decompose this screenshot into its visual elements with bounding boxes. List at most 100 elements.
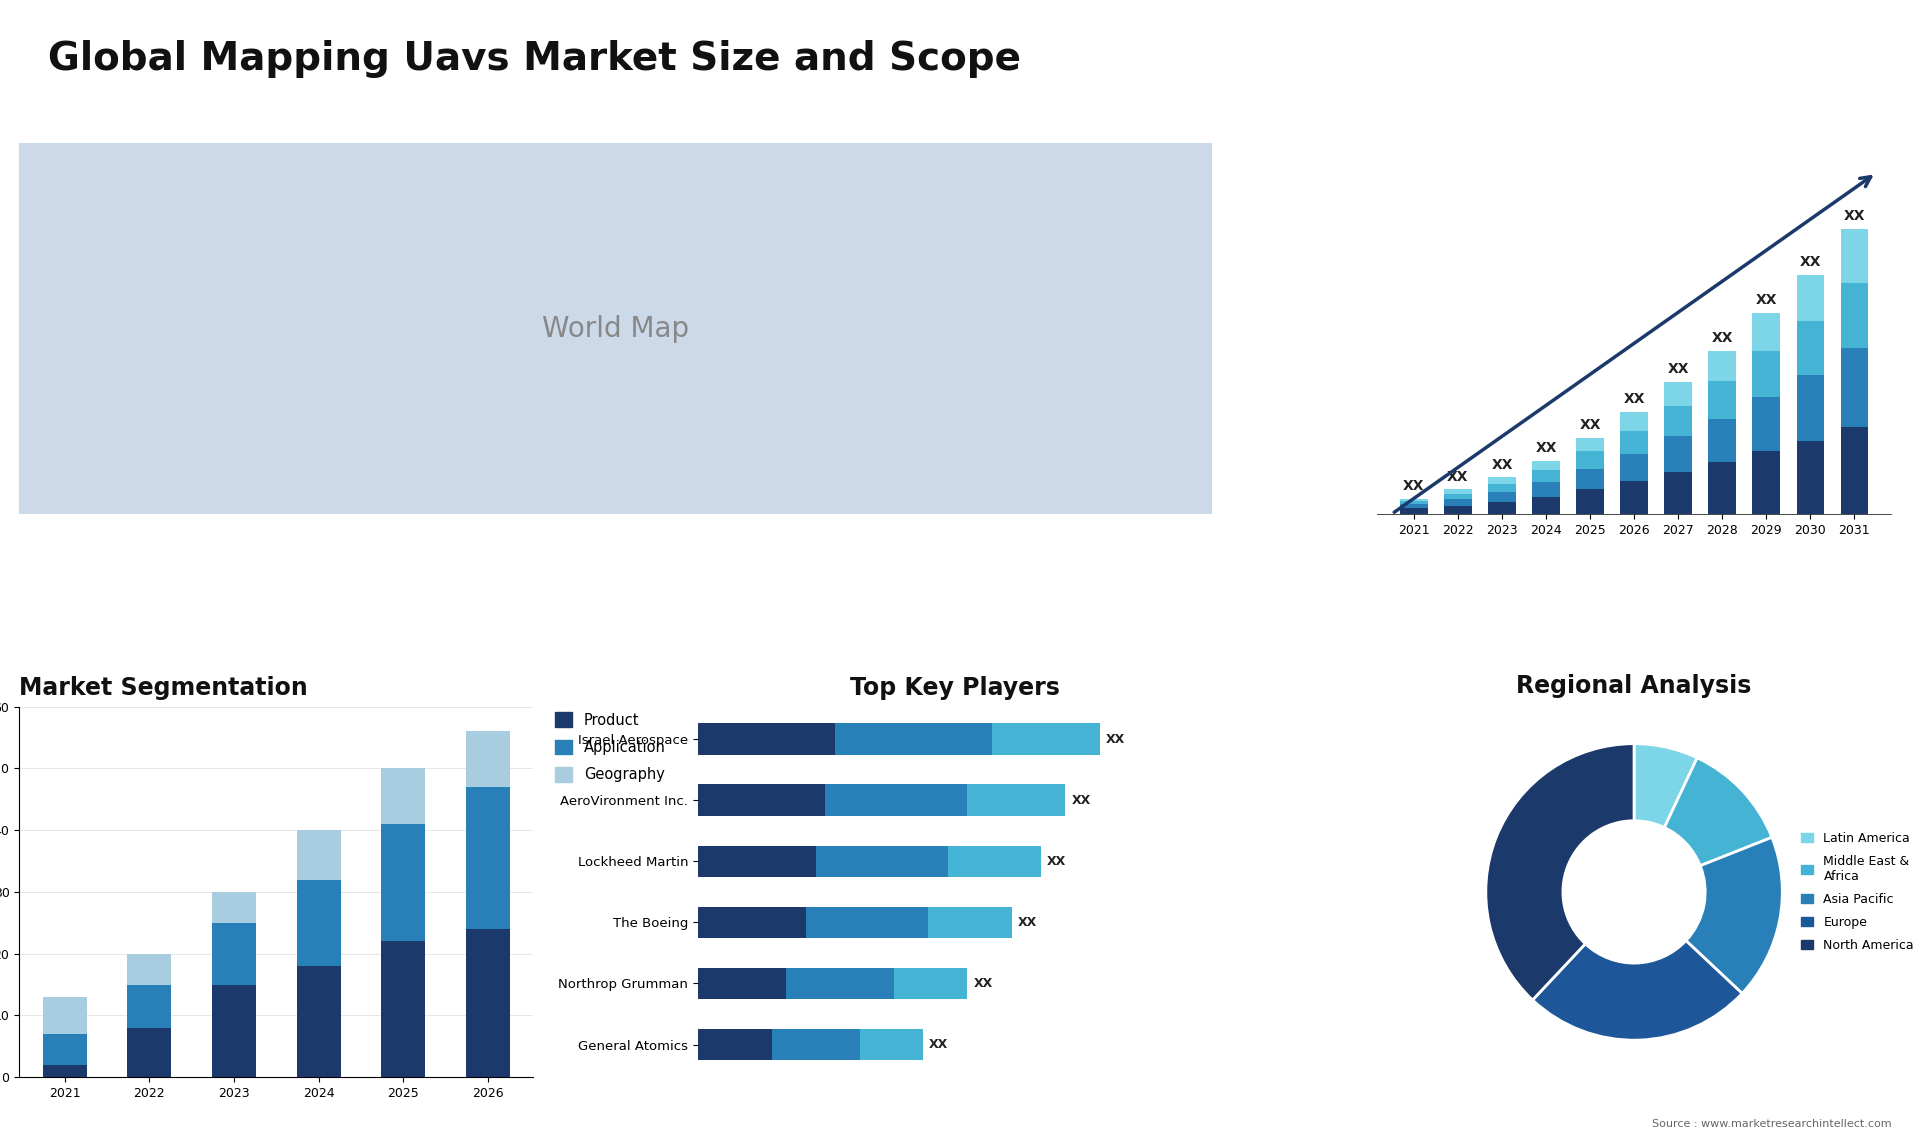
- Bar: [1620, 454, 1647, 481]
- Bar: [1841, 229, 1868, 283]
- Bar: [1753, 398, 1780, 452]
- Text: World Map: World Map: [541, 314, 689, 343]
- Bar: [298, 966, 340, 1077]
- Wedge shape: [1486, 744, 1634, 1000]
- Bar: [1488, 484, 1515, 492]
- Text: XX: XX: [929, 1038, 948, 1051]
- Legend: Latin America, Middle East &
Africa, Asia Pacific, Europe, North America: Latin America, Middle East & Africa, Asi…: [1795, 827, 1920, 957]
- Bar: [1709, 418, 1736, 462]
- Bar: [1665, 407, 1692, 437]
- Bar: [1665, 382, 1692, 407]
- Bar: [1620, 481, 1647, 513]
- Text: Global Mapping Uavs Market Size and Scope: Global Mapping Uavs Market Size and Scop…: [48, 40, 1021, 78]
- Wedge shape: [1665, 758, 1772, 865]
- Bar: [1620, 411, 1647, 431]
- Text: XX: XX: [1046, 855, 1066, 868]
- Bar: [699, 1029, 772, 1060]
- Bar: [948, 846, 1041, 878]
- Bar: [1797, 275, 1824, 321]
- Title: Top Key Players: Top Key Players: [851, 676, 1060, 700]
- Bar: [1797, 376, 1824, 440]
- Bar: [1400, 501, 1428, 504]
- Bar: [927, 906, 1012, 939]
- Bar: [467, 731, 511, 787]
- Text: XX: XX: [1622, 392, 1645, 406]
- Bar: [382, 824, 426, 941]
- Bar: [42, 1034, 86, 1065]
- Text: XX: XX: [1755, 293, 1776, 307]
- Text: Market Segmentation: Market Segmentation: [19, 676, 307, 700]
- Legend: Product, Application, Geography: Product, Application, Geography: [549, 707, 672, 787]
- Text: XX: XX: [1580, 418, 1601, 432]
- Bar: [1709, 462, 1736, 513]
- Bar: [1444, 505, 1471, 513]
- Title: Regional Analysis: Regional Analysis: [1517, 674, 1751, 698]
- Bar: [127, 984, 171, 1028]
- Bar: [826, 785, 968, 816]
- Bar: [772, 1029, 860, 1060]
- Bar: [993, 723, 1100, 755]
- Bar: [127, 953, 171, 984]
- Bar: [860, 1029, 924, 1060]
- Bar: [42, 1065, 86, 1077]
- Bar: [699, 967, 785, 999]
- Text: XX: XX: [1711, 331, 1734, 345]
- Bar: [211, 923, 255, 984]
- Bar: [785, 967, 895, 999]
- Bar: [1444, 489, 1471, 494]
- Bar: [1488, 502, 1515, 513]
- Bar: [1665, 471, 1692, 513]
- Bar: [42, 997, 86, 1034]
- Bar: [1709, 380, 1736, 418]
- Bar: [699, 846, 816, 878]
- Text: XX: XX: [1843, 210, 1864, 223]
- Bar: [1400, 509, 1428, 513]
- Wedge shape: [1634, 744, 1697, 827]
- Bar: [1488, 478, 1515, 484]
- Text: XX: XX: [1071, 794, 1091, 807]
- Text: XX: XX: [1018, 916, 1037, 929]
- Bar: [1444, 500, 1471, 505]
- Wedge shape: [1532, 941, 1741, 1041]
- Bar: [1400, 504, 1428, 509]
- Text: XX: XX: [973, 978, 993, 990]
- Bar: [1532, 482, 1559, 496]
- Text: XX: XX: [1536, 441, 1557, 455]
- Bar: [1444, 494, 1471, 500]
- Text: XX: XX: [1448, 470, 1469, 484]
- Bar: [467, 787, 511, 929]
- Bar: [1797, 321, 1824, 376]
- Bar: [1532, 496, 1559, 513]
- Bar: [1797, 440, 1824, 513]
- Bar: [699, 723, 835, 755]
- Bar: [1488, 492, 1515, 502]
- Bar: [1753, 351, 1780, 398]
- Bar: [699, 785, 826, 816]
- Bar: [1576, 438, 1603, 452]
- Bar: [1576, 469, 1603, 489]
- Bar: [835, 723, 993, 755]
- Text: XX: XX: [1106, 732, 1125, 746]
- Bar: [1841, 348, 1868, 427]
- Bar: [1753, 452, 1780, 513]
- Bar: [211, 892, 255, 923]
- Bar: [1576, 489, 1603, 513]
- Text: XX: XX: [1799, 256, 1820, 269]
- Bar: [895, 967, 968, 999]
- Bar: [1709, 351, 1736, 380]
- Bar: [1532, 471, 1559, 482]
- Bar: [1620, 431, 1647, 454]
- Text: XX: XX: [1492, 458, 1513, 472]
- Bar: [1841, 283, 1868, 348]
- Text: XX: XX: [1667, 362, 1690, 376]
- Bar: [467, 929, 511, 1077]
- Text: XX: XX: [1404, 479, 1425, 493]
- Bar: [211, 984, 255, 1077]
- Wedge shape: [1686, 838, 1782, 994]
- Bar: [1532, 461, 1559, 471]
- Text: Source : www.marketresearchintellect.com: Source : www.marketresearchintellect.com: [1651, 1118, 1891, 1129]
- Bar: [816, 846, 948, 878]
- Bar: [382, 941, 426, 1077]
- Bar: [1576, 452, 1603, 469]
- Bar: [1400, 499, 1428, 501]
